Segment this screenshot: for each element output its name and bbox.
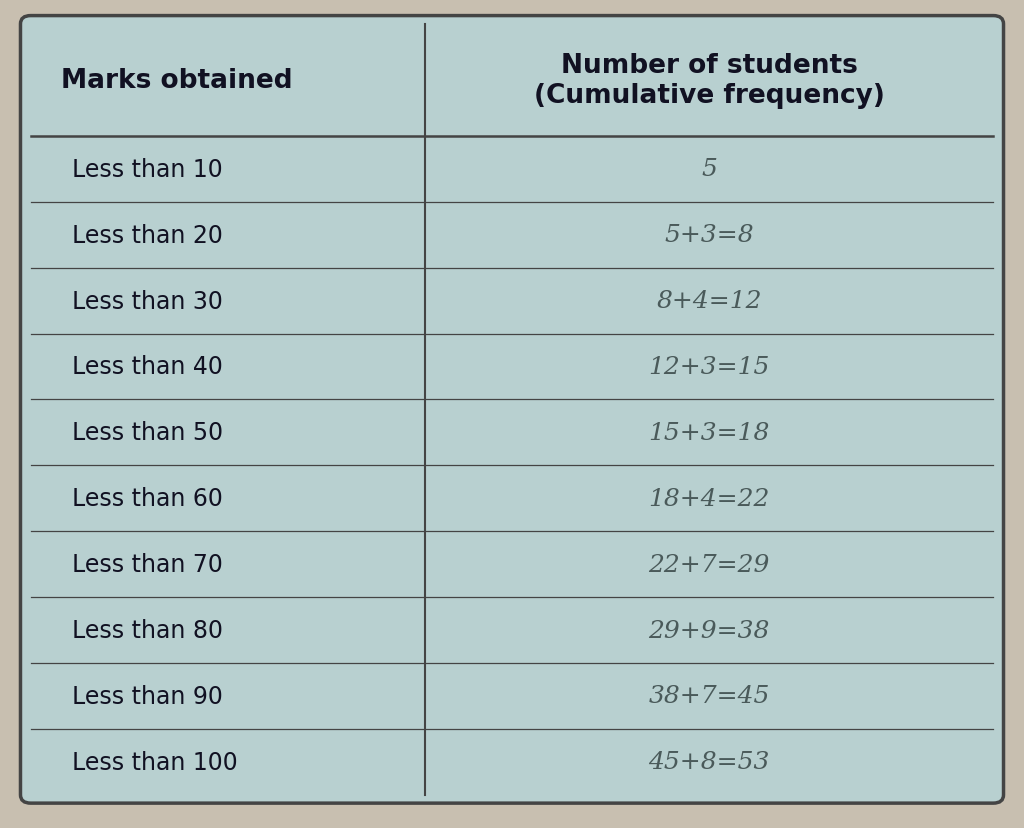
Text: Less than 20: Less than 20	[72, 224, 222, 248]
Text: Less than 70: Less than 70	[72, 552, 222, 576]
Text: 18+4=22: 18+4=22	[648, 487, 770, 510]
Text: Less than 50: Less than 50	[72, 421, 223, 445]
Text: 12+3=15: 12+3=15	[648, 355, 770, 378]
Text: Less than 40: Less than 40	[72, 355, 222, 379]
Text: Marks obtained: Marks obtained	[61, 68, 293, 94]
Text: Less than 80: Less than 80	[72, 619, 222, 643]
Text: Less than 30: Less than 30	[72, 289, 222, 313]
Text: Less than 10: Less than 10	[72, 157, 222, 181]
Text: Number of students
(Cumulative frequency): Number of students (Cumulative frequency…	[534, 53, 885, 108]
Text: Less than 90: Less than 90	[72, 684, 222, 708]
Text: 8+4=12: 8+4=12	[656, 290, 762, 313]
Text: 38+7=45: 38+7=45	[648, 685, 770, 708]
Text: 5: 5	[701, 158, 717, 181]
Text: Less than 60: Less than 60	[72, 487, 222, 511]
Text: 5+3=8: 5+3=8	[665, 224, 754, 247]
Text: Less than 100: Less than 100	[72, 750, 238, 774]
Text: 29+9=38: 29+9=38	[648, 619, 770, 642]
Text: 22+7=29: 22+7=29	[648, 553, 770, 576]
FancyBboxPatch shape	[20, 17, 1004, 803]
Text: 15+3=18: 15+3=18	[648, 421, 770, 445]
Text: 45+8=53: 45+8=53	[648, 750, 770, 773]
